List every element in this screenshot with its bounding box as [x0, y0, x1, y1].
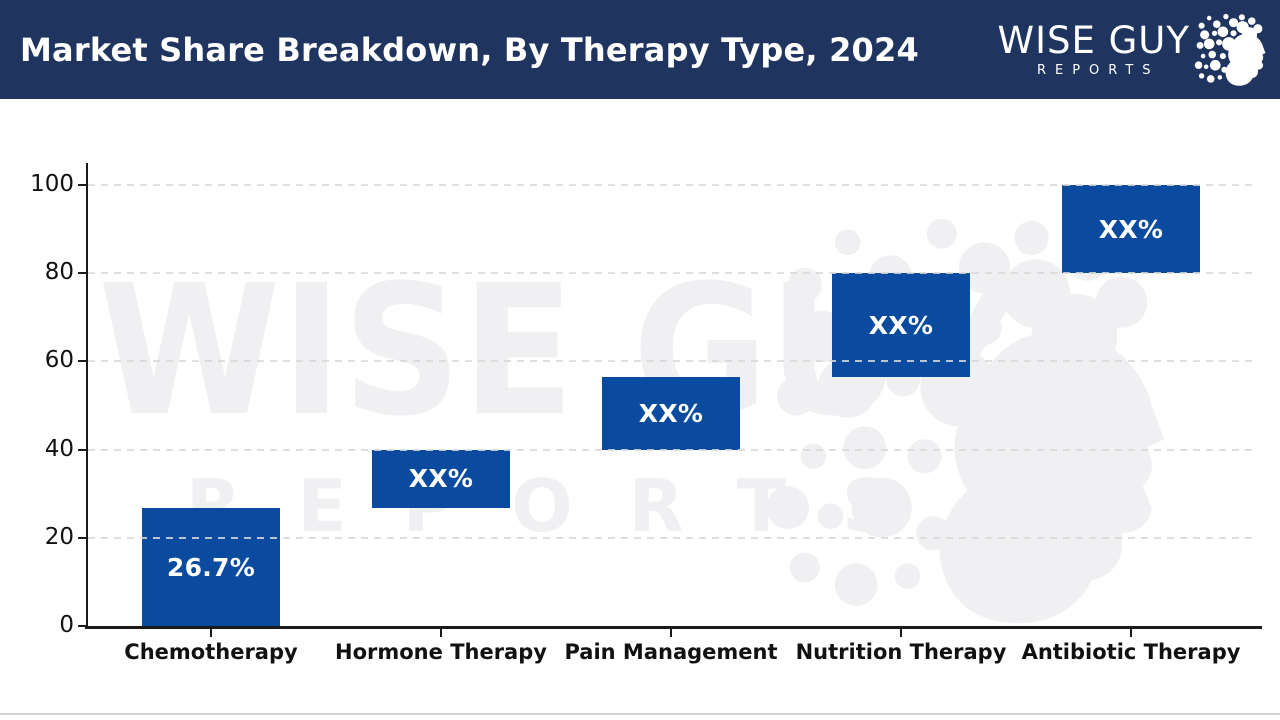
- bar-value-label: XX%: [1098, 214, 1164, 244]
- x-tick-label-3: Nutrition Therapy: [795, 640, 1007, 664]
- y-tick-80: [78, 272, 86, 275]
- bar-pain-management: XX%: [602, 376, 740, 450]
- y-tick-label-80: 80: [44, 259, 74, 286]
- y-tick-label-0: 0: [59, 612, 74, 638]
- wiseguy-head-icon: [1194, 13, 1266, 86]
- logo-wordmark: WISE GUY: [997, 19, 1190, 63]
- x-tick-label-4: Antibiotic Therapy: [1021, 640, 1241, 664]
- bar-value-label: XX%: [408, 464, 474, 494]
- chart-area: 0 20 40 60 80 100 26.7% XX% XX% XX% XX% Chemotherap…: [0, 99, 1280, 720]
- gridline-80: [88, 272, 1255, 275]
- gridline-60: [88, 360, 1255, 363]
- y-tick-40: [78, 448, 86, 451]
- gridline-20: [88, 536, 1255, 539]
- bar-value-label: XX%: [638, 398, 704, 428]
- x-tick-label-1: Hormone Therapy: [335, 640, 547, 664]
- y-tick-label-100: 100: [30, 171, 74, 198]
- y-tick-label-20: 20: [44, 523, 74, 550]
- logo-subtext: REPORTS: [1036, 62, 1160, 78]
- gridline-100: [88, 184, 1255, 187]
- x-axis-line: [85, 626, 1262, 629]
- header-bar: Market Share Breakdown, By Therapy Type,…: [0, 0, 1280, 99]
- x-tick-label-0: Chemotherapy: [124, 640, 298, 664]
- x-tick-1: [440, 629, 442, 637]
- y-tick-60: [78, 360, 86, 363]
- bar-antibiotic-therapy: XX%: [1062, 185, 1200, 274]
- gridline-40: [88, 448, 1255, 451]
- y-tick-100: [78, 184, 86, 187]
- x-tick-3: [900, 629, 902, 637]
- bar-value-label: XX%: [868, 310, 934, 340]
- y-tick-label-60: 60: [44, 347, 74, 374]
- x-tick-4: [1130, 629, 1132, 637]
- bar-nutrition-therapy: XX%: [832, 273, 970, 377]
- y-tick-label-40: 40: [44, 435, 74, 462]
- plot-area: 0 20 40 60 80 100 26.7% XX% XX% XX% XX% Chemotherap…: [0, 99, 1280, 720]
- bar-hormone-therapy: XX%: [372, 449, 510, 509]
- bar-value-label: 26.7%: [166, 552, 256, 582]
- x-tick-2: [670, 629, 672, 637]
- bar-chemotherapy: 26.7%: [142, 508, 280, 626]
- x-tick-label-2: Pain Management: [564, 640, 778, 664]
- wiseguy-logo: WISE GUY REPORTS: [998, 6, 1270, 94]
- page-title: Market Share Breakdown, By Therapy Type,…: [20, 30, 919, 69]
- x-tick-0: [210, 629, 212, 637]
- y-tick-20: [78, 536, 86, 539]
- bottom-divider: [0, 713, 1280, 715]
- y-axis-line: [86, 163, 88, 629]
- y-tick-0: [78, 625, 86, 627]
